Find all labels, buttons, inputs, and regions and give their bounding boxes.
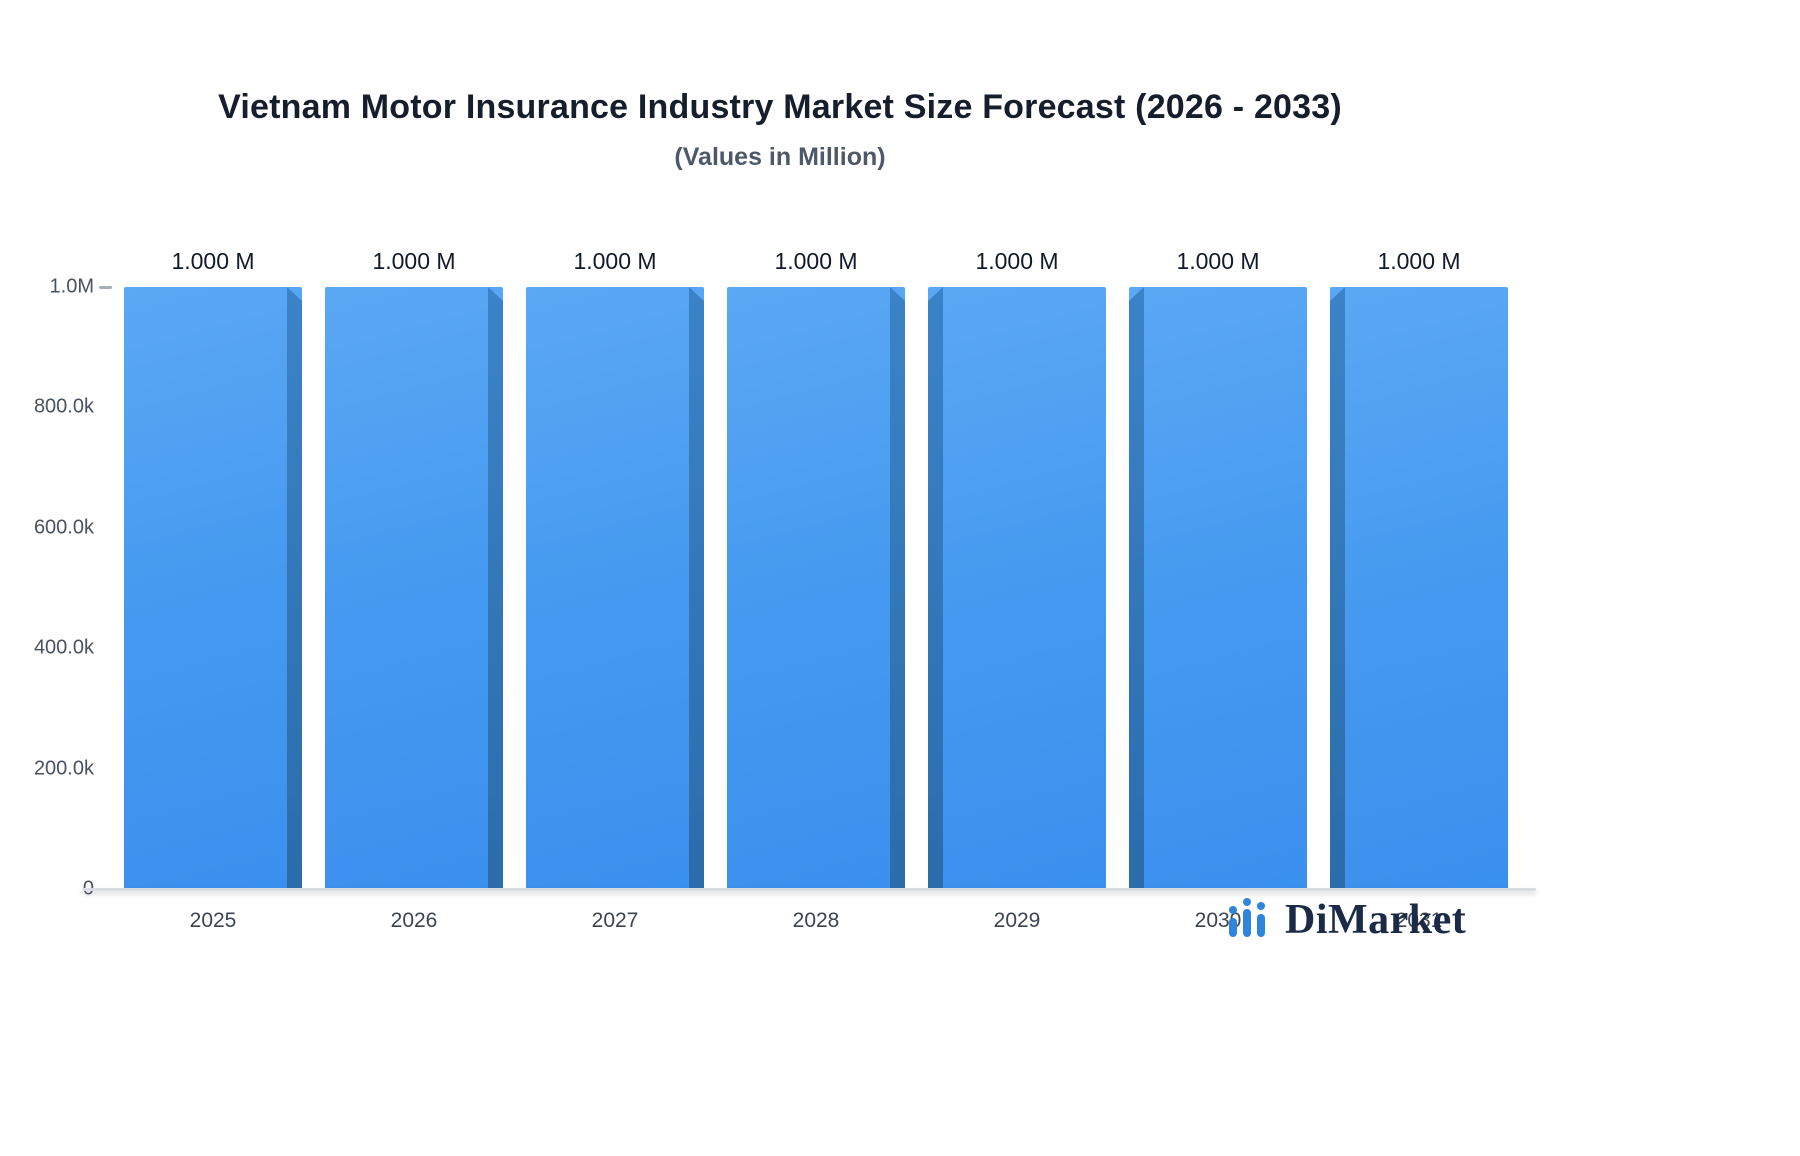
x-axis-label: 2026 (390, 909, 438, 932)
dimarket-logo-icon (1229, 898, 1265, 937)
bar-slot: 1.000 M 2031 (1330, 248, 1508, 932)
y-tick-label: 800.0k (33, 395, 94, 418)
bar-value-label: 1.000 M (372, 248, 456, 274)
y-tick: 600.0k (30, 516, 94, 539)
chart-header: Vietnam Motor Insurance Industry Market … (30, 88, 1530, 172)
x-axis-label: 2025 (189, 909, 237, 932)
bar[interactable] (325, 287, 503, 889)
bar-slot: 1.000 M 2027 (526, 248, 704, 932)
y-tick: 400.0k (30, 637, 94, 660)
bar-value-label: 1.000 M (573, 248, 657, 274)
bar-value-label: 1.000 M (1377, 248, 1461, 274)
bar-value-label: 1.000 M (774, 248, 858, 274)
bar-slot: 1.000 M 2026 (325, 248, 503, 932)
y-tick-label: 600.0k (33, 516, 94, 539)
bar-value-label: 1.000 M (1176, 248, 1260, 274)
x-axis-label: 2031 (1395, 909, 1443, 932)
y-tick-label: 400.0k (33, 636, 94, 659)
chart-title: Vietnam Motor Insurance Industry Market … (218, 88, 1342, 126)
plot-area: 1.000 M 2025 1.000 M 2026 1.000 M 2027 1.000 M… (110, 248, 1522, 932)
dimarket-logo[interactable]: DiMarket (1225, 896, 1466, 944)
y-tick: 1.0M (30, 275, 112, 299)
y-tick: 800.0k (30, 396, 94, 419)
bar-value-label: 1.000 M (171, 248, 255, 274)
bar-value-label: 1.000 M (975, 248, 1059, 274)
x-axis-label: 2027 (591, 909, 639, 932)
bar-slot: 1.000 M 2030 (1129, 248, 1307, 932)
bar[interactable] (727, 287, 905, 889)
bar[interactable] (124, 287, 302, 889)
y-tick-label: 1.0M (49, 275, 94, 298)
x-axis-label: 2029 (993, 909, 1041, 932)
y-tick: 200.0k (30, 757, 94, 780)
bar-slot: 1.000 M 2025 (124, 248, 302, 932)
y-tick-label: 200.0k (33, 757, 94, 780)
bar[interactable] (526, 287, 704, 889)
x-axis-label: 2028 (792, 909, 840, 932)
bar[interactable] (1129, 287, 1307, 889)
y-tick-dash (99, 285, 112, 289)
dimarket-logo-text: DiMarket (1285, 897, 1467, 943)
bar-slot: 1.000 M 2029 (928, 248, 1106, 932)
bar[interactable] (928, 287, 1106, 889)
bar[interactable] (1330, 287, 1508, 889)
x-axis-line (82, 888, 1536, 891)
bar-slot: 1.000 M 2028 (727, 248, 905, 932)
chart-subtitle: (Values in Million) (674, 143, 886, 171)
